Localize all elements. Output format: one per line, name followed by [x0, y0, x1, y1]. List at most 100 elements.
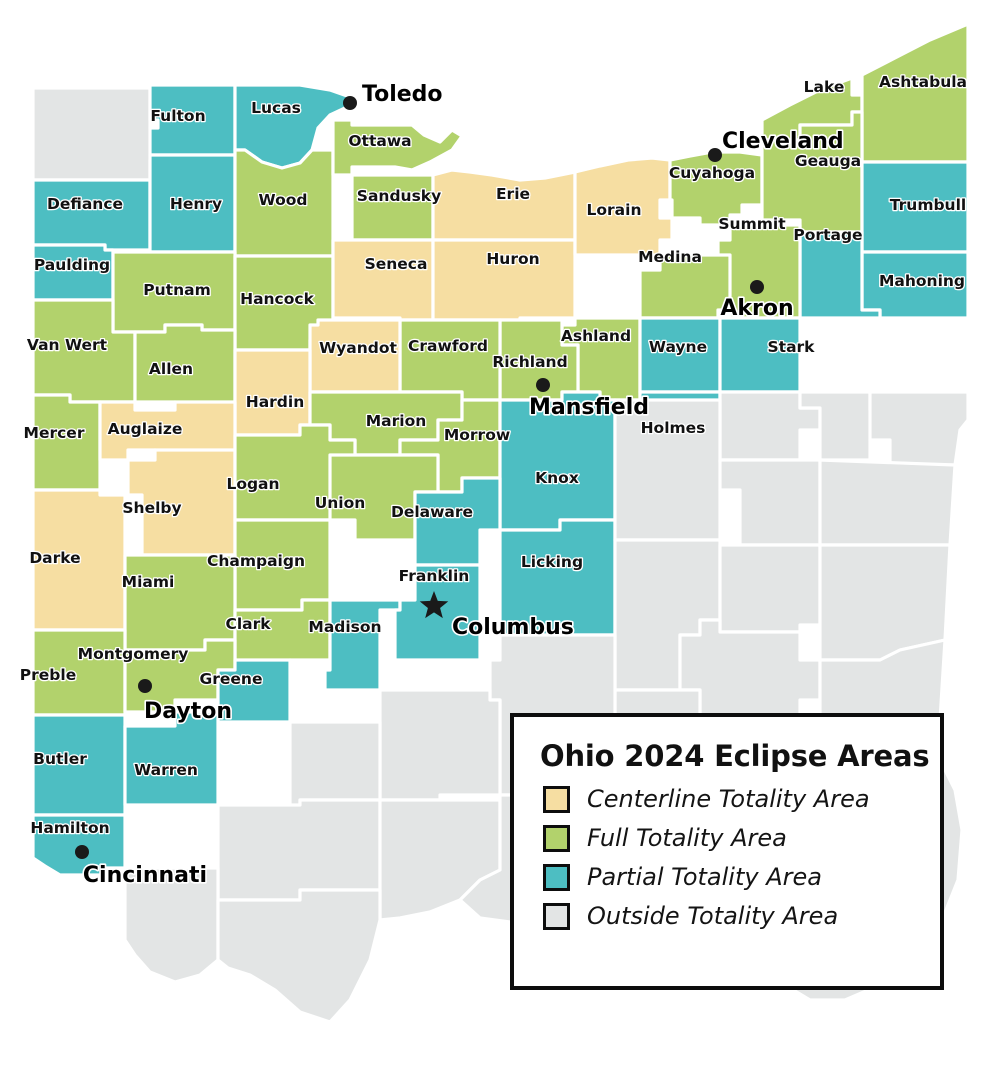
city-dot-icon-toledo — [343, 96, 357, 110]
legend-item-centerline[interactable]: Centerline Totality Area — [543, 785, 940, 813]
county-defiance[interactable] — [31, 178, 152, 252]
county-label: Mahoning — [879, 272, 965, 290]
county-se8[interactable] — [718, 543, 822, 634]
county-mercer[interactable] — [31, 393, 102, 492]
county-seneca[interactable] — [331, 238, 435, 322]
county-se16[interactable] — [216, 798, 382, 902]
county-label: Paulding — [34, 256, 110, 274]
city-dot-icon-cleveland — [708, 148, 722, 162]
county-label: Erie — [496, 185, 530, 203]
county-cuyahoga[interactable] — [668, 150, 764, 227]
legend-item-outside[interactable]: Outside Totality Area — [543, 902, 940, 930]
county-label: Hancock — [240, 290, 314, 308]
city-dot-icon-cincinnati — [75, 845, 89, 859]
county-label: Lucas — [251, 99, 301, 117]
county-label: Stark — [768, 338, 816, 356]
legend-label-centerline: Centerline Totality Area — [587, 785, 870, 813]
county-label: Sandusky — [357, 187, 441, 205]
city-dot-icon-akron — [750, 280, 764, 294]
county-se14[interactable] — [378, 688, 502, 802]
county-label: Geauga — [795, 152, 861, 170]
county-label: Lake — [804, 78, 845, 96]
county-label: Summit — [718, 215, 786, 233]
county-label: Mercer — [24, 424, 85, 442]
county-label: Wyandot — [319, 339, 397, 357]
county-label: Morrow — [444, 426, 510, 444]
legend-item-partial[interactable]: Partial Totality Area — [543, 863, 940, 891]
county-label: Defiance — [47, 195, 123, 213]
county-label: Trumbull — [890, 196, 966, 214]
county-greene[interactable] — [216, 658, 292, 724]
county-se5[interactable] — [718, 458, 822, 547]
legend-item-full[interactable]: Full Totality Area — [543, 824, 940, 852]
county-se3[interactable] — [868, 390, 970, 467]
county-crawford[interactable] — [398, 318, 502, 402]
city-label-mansfield: Mansfield — [529, 395, 649, 420]
city-label-columbus: Columbus — [452, 615, 574, 640]
county-label: Holmes — [641, 419, 706, 437]
city-dot-icon-dayton — [138, 679, 152, 693]
legend-label-partial: Partial Totality Area — [587, 863, 822, 891]
county-lorain[interactable] — [573, 156, 674, 257]
capital-star-icon-columbus — [419, 591, 449, 619]
city-label-dayton: Dayton — [144, 699, 232, 724]
county-erie[interactable] — [431, 168, 577, 242]
county-ottawa[interactable] — [331, 118, 464, 177]
county-label: Delaware — [391, 503, 473, 521]
county-label: Licking — [521, 553, 583, 571]
county-label: Richland — [492, 353, 567, 371]
county-se17[interactable] — [123, 866, 220, 984]
county-labels-layer: Fulton Lucas Defiance Henry Wood Ottawa Pauldi… — [18, 72, 968, 839]
county-label: Hardin — [246, 393, 305, 411]
county-delaware[interactable] — [413, 476, 502, 567]
county-madison[interactable] — [323, 598, 402, 692]
county-label: Miami — [122, 573, 175, 591]
legend-rows: Centerline Totality Area Full Totality Ar… — [543, 785, 940, 930]
county-label: Clark — [225, 615, 271, 633]
county-label: Darke — [29, 549, 80, 567]
county-label: Marion — [366, 412, 427, 430]
county-label: Allen — [149, 360, 193, 378]
county-label: Auglaize — [108, 420, 183, 438]
county-label: Champaign — [207, 552, 305, 570]
city-label-toledo: Toledo — [362, 82, 443, 107]
county-se10[interactable] — [678, 618, 822, 732]
county-union[interactable] — [328, 453, 440, 542]
county-label: Warren — [134, 761, 198, 779]
county-allen[interactable] — [133, 323, 237, 412]
county-label: Madison — [308, 618, 381, 636]
county-se19[interactable] — [216, 888, 382, 1024]
county-label: Lorain — [587, 201, 642, 219]
county-label: Van Wert — [27, 336, 108, 354]
county-label: Franklin — [399, 567, 470, 585]
county-label: Wood — [259, 191, 308, 209]
county-label: Logan — [226, 475, 279, 493]
county-sandusky[interactable] — [350, 173, 435, 242]
county-label: Crawford — [408, 337, 488, 355]
county-label: Henry — [170, 195, 222, 213]
county-label: Shelby — [122, 499, 181, 517]
city-label-cleveland: Cleveland — [722, 129, 844, 154]
county-label: Preble — [20, 666, 76, 684]
county-label: Butler — [33, 750, 87, 768]
county-label: Cuyahoga — [669, 164, 755, 182]
county-warren[interactable] — [123, 710, 220, 807]
county-label: Ottawa — [348, 132, 411, 150]
county-label: Montgomery — [78, 645, 189, 663]
county-label: Wayne — [649, 338, 707, 356]
county-label: Knox — [535, 469, 579, 487]
county-hamilton[interactable] — [31, 813, 127, 877]
county-se6[interactable] — [818, 458, 957, 547]
cities-layer: Toledo Cleveland Akron Mansfield Columbus Day… — [75, 80, 845, 890]
city-label-cincinnati: Cincinnati — [83, 863, 207, 888]
county-label: Seneca — [365, 255, 428, 273]
county-label: Fulton — [150, 107, 205, 125]
county-williams[interactable] — [31, 86, 160, 182]
map-legend: Ohio 2024 Eclipse Areas Centerline Total… — [510, 713, 944, 990]
county-ashtabula[interactable] — [860, 22, 970, 164]
county-label: Greene — [200, 670, 263, 688]
legend-swatch-centerline — [543, 785, 570, 813]
legend-swatch-partial — [543, 863, 570, 891]
county-label: Ashtabula — [879, 73, 967, 91]
